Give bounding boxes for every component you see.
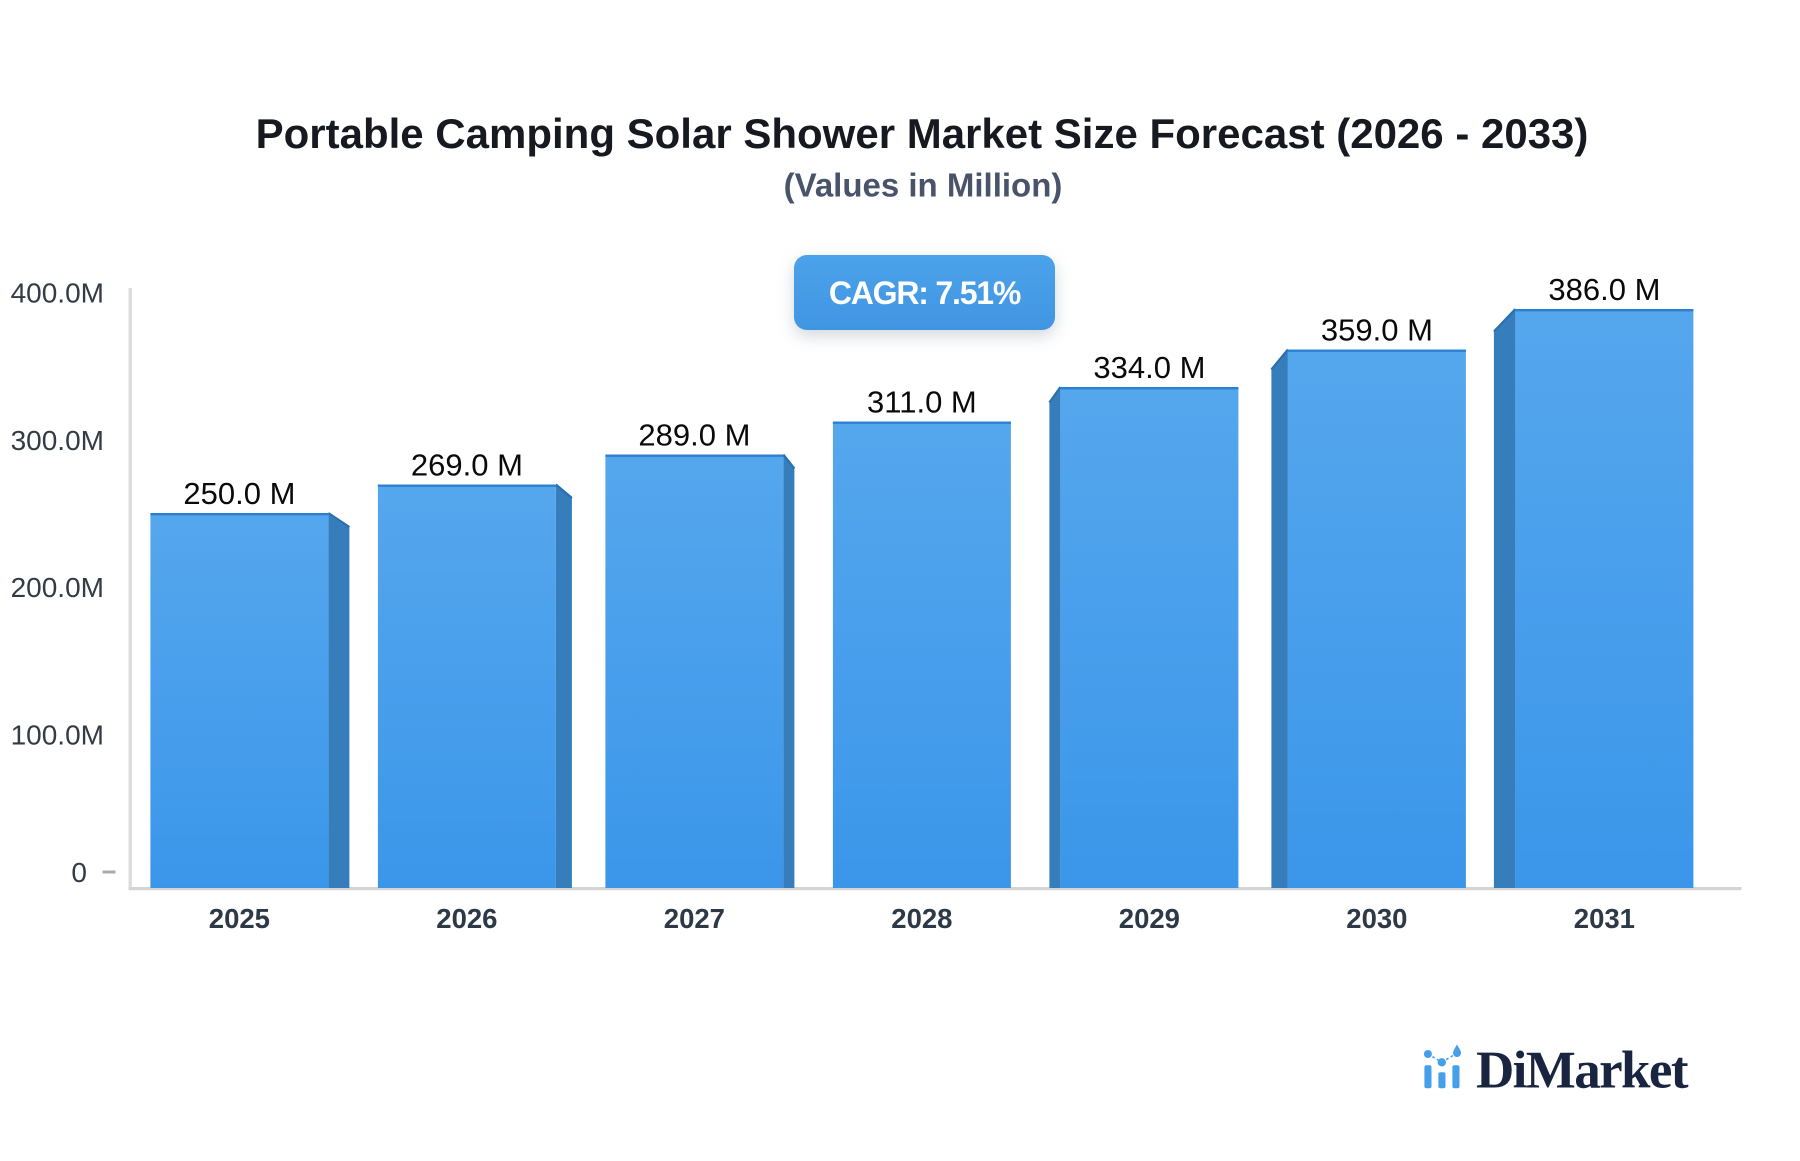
svg-text:0: 0 (71, 857, 87, 888)
svg-text:2031: 2031 (1574, 903, 1635, 934)
svg-text:DiMarket: DiMarket (1476, 1042, 1689, 1100)
svg-text:269.0 M: 269.0 M (411, 448, 523, 483)
svg-text:359.0 M: 359.0 M (1321, 313, 1433, 348)
svg-text:2030: 2030 (1346, 903, 1407, 934)
svg-text:(Values in Million): (Values in Million) (784, 167, 1063, 204)
svg-text:200.0M: 200.0M (11, 572, 104, 603)
svg-text:250.0 M: 250.0 M (183, 476, 295, 511)
svg-text:289.0 M: 289.0 M (638, 418, 750, 453)
svg-text:386.0 M: 386.0 M (1548, 272, 1660, 307)
svg-text:311.0 M: 311.0 M (867, 385, 977, 420)
svg-text:400.0M: 400.0M (11, 277, 104, 308)
svg-text:2025: 2025 (209, 903, 270, 934)
svg-text:100.0M: 100.0M (11, 720, 104, 751)
svg-text:2029: 2029 (1119, 903, 1180, 934)
svg-text:334.0 M: 334.0 M (1093, 350, 1205, 385)
svg-text:2027: 2027 (664, 903, 725, 934)
svg-text:300.0M: 300.0M (11, 425, 104, 456)
svg-text:Portable Camping Solar Shower: Portable Camping Solar Shower Market Siz… (256, 110, 1589, 157)
svg-text:2026: 2026 (436, 903, 497, 934)
svg-text:2028: 2028 (891, 903, 952, 934)
svg-text:CAGR: 7.51%: CAGR: 7.51% (829, 275, 1021, 311)
